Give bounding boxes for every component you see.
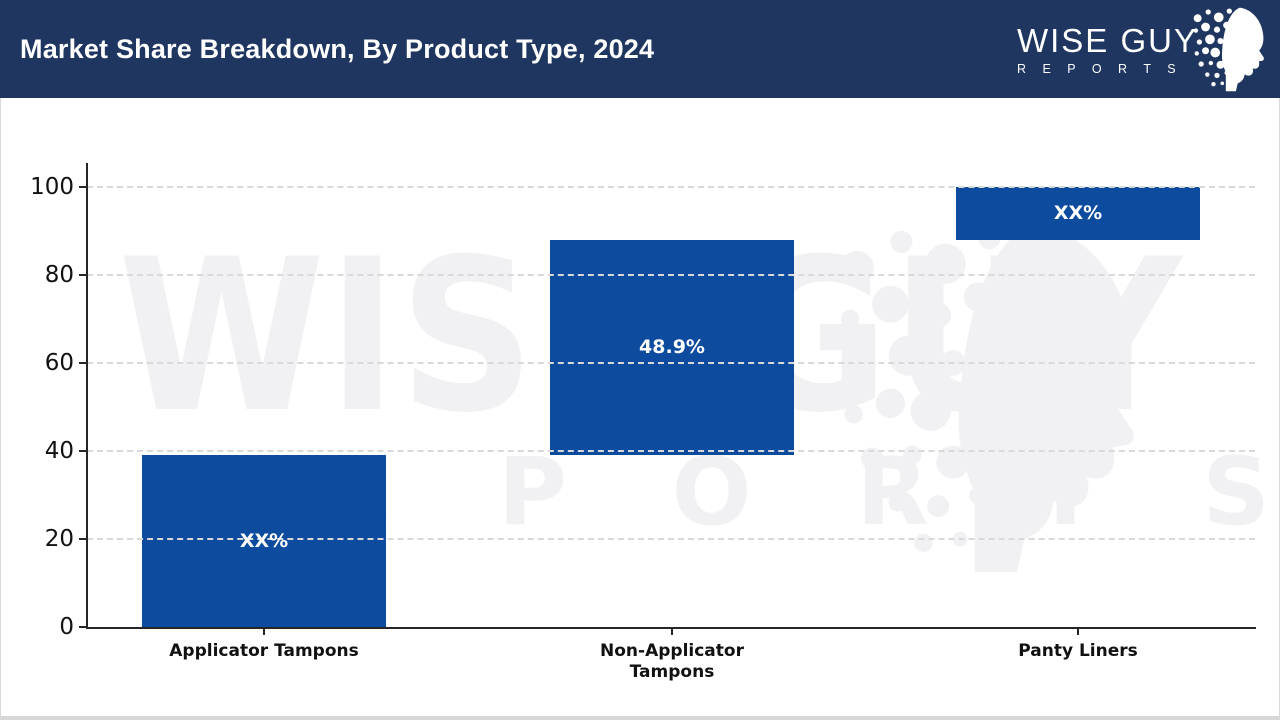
category-label: Non-Applicator Tampons: [600, 641, 744, 682]
x-axis: [86, 627, 1256, 629]
y-tick-label: 40: [44, 438, 74, 464]
y-axis-tick: [79, 538, 87, 540]
y-axis-tick: [79, 626, 87, 628]
logo-wordmark: WISE GUY: [1016, 21, 1198, 59]
logo-head-icon: [1193, 7, 1264, 92]
bottom-strip: [0, 716, 1280, 720]
gridline: [87, 186, 1255, 188]
y-tick-label: 20: [44, 526, 74, 552]
y-axis: [86, 163, 88, 629]
wise-guy-logo: WISE GUY R E P O R T S: [1017, 5, 1266, 93]
category-label: Applicator Tampons: [169, 641, 359, 661]
watermark-head-icon: [840, 223, 1134, 573]
header-bar: Market Share Breakdown, By Product Type,…: [0, 0, 1280, 98]
y-tick-label: 0: [59, 614, 74, 640]
y-axis-tick: [79, 450, 87, 452]
logo-text: WISE GUY R E P O R T S: [1016, 21, 1198, 76]
x-axis-tick: [263, 627, 265, 635]
y-axis-tick: [79, 274, 87, 276]
y-axis-tick: [79, 362, 87, 364]
logo-subtitle: R E P O R T S: [1016, 61, 1183, 76]
x-axis-tick: [671, 627, 673, 635]
x-axis-tick: [1077, 627, 1079, 635]
y-tick-label: 60: [44, 350, 74, 376]
y-tick-label: 80: [44, 262, 74, 288]
y-axis-tick: [79, 186, 87, 188]
page-title: Market Share Breakdown, By Product Type,…: [20, 33, 655, 64]
category-label: Panty Liners: [1018, 641, 1138, 661]
y-tick-label: 100: [30, 174, 74, 200]
